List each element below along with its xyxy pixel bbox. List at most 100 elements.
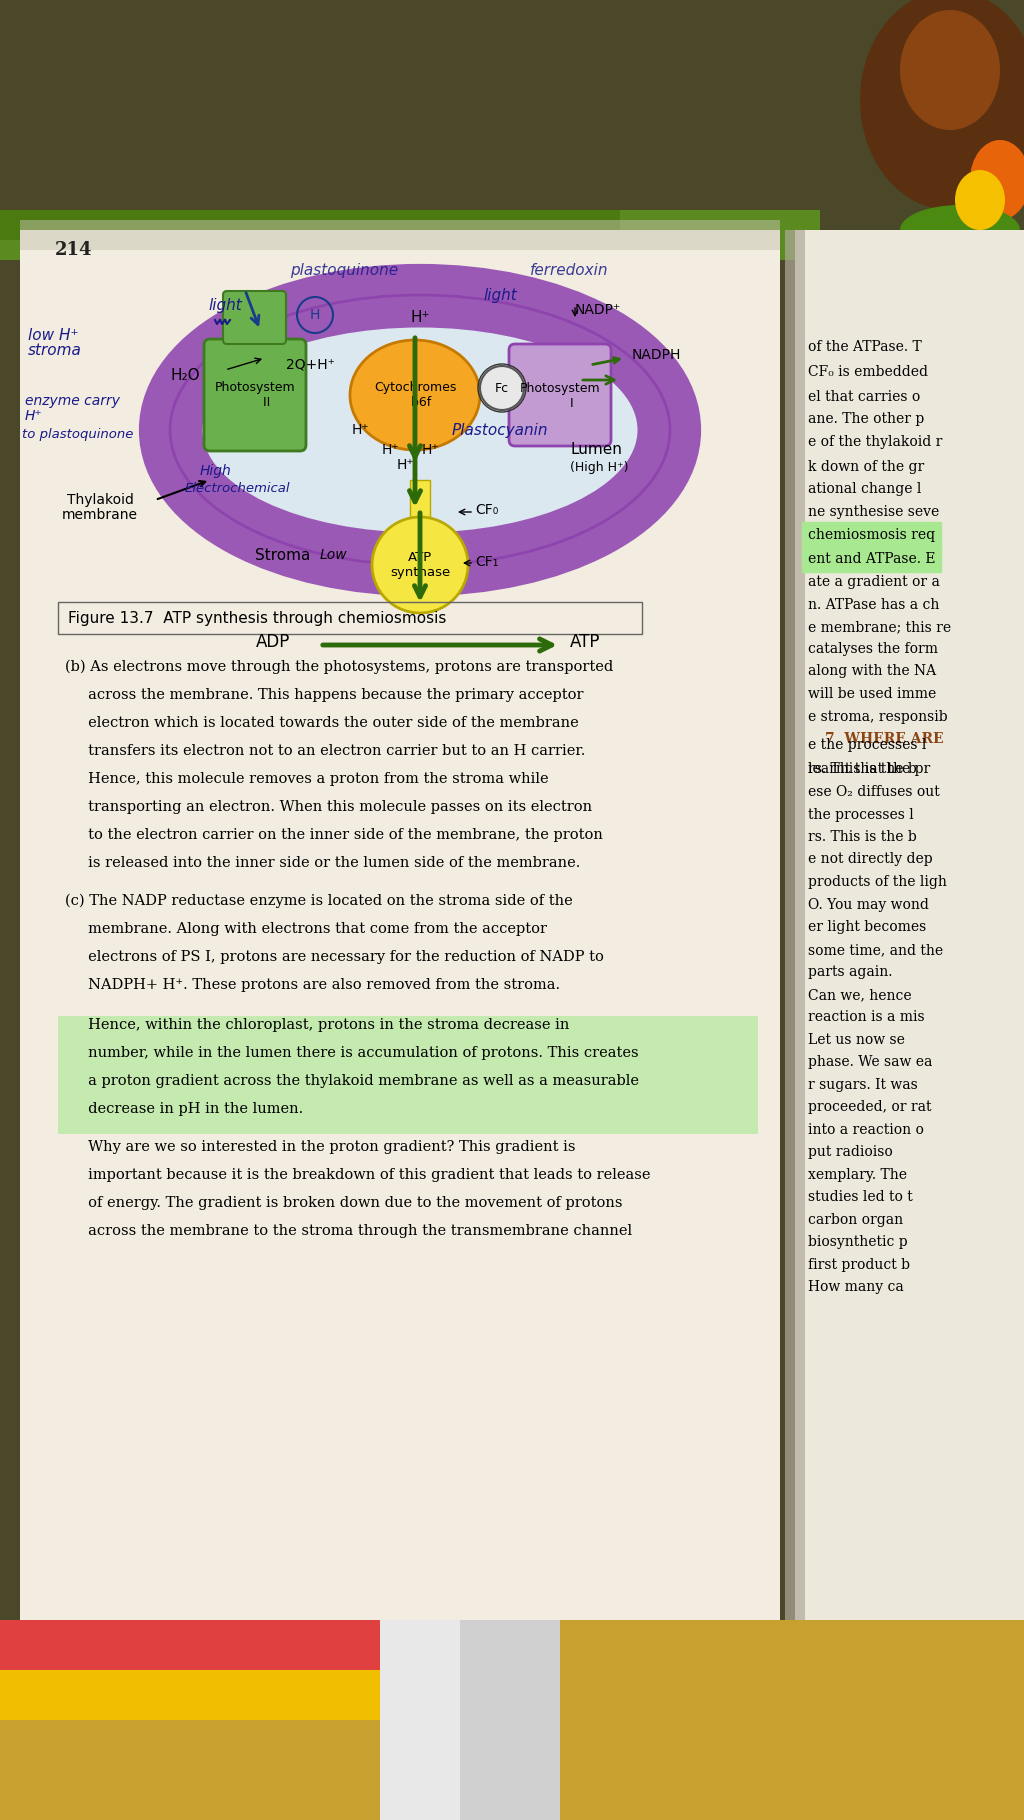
Text: 7  WHERE ARE: 7 WHERE ARE — [825, 732, 944, 746]
Text: chemiosmosis req: chemiosmosis req — [808, 528, 935, 542]
Text: e the processes l: e the processes l — [808, 737, 927, 752]
Bar — [20, 229, 780, 1620]
Text: H₂O: H₂O — [170, 368, 200, 382]
Text: membrane: membrane — [62, 508, 138, 522]
Text: learnt that the pr: learnt that the pr — [808, 763, 930, 775]
Text: will be used imme: will be used imme — [808, 686, 936, 701]
FancyBboxPatch shape — [223, 291, 286, 344]
Bar — [795, 229, 1024, 1620]
Text: put radioiso: put radioiso — [808, 1145, 893, 1159]
Text: proceeded, or rat: proceeded, or rat — [808, 1099, 932, 1114]
Text: electron which is located towards the outer side of the membrane: electron which is located towards the ou… — [65, 715, 579, 730]
Text: NADPH: NADPH — [632, 348, 681, 362]
Text: to the electron carrier on the inner side of the membrane, the proton: to the electron carrier on the inner sid… — [65, 828, 603, 843]
Text: plastoquinone: plastoquinone — [290, 264, 398, 278]
Text: 2Q+H⁺: 2Q+H⁺ — [286, 359, 335, 371]
Text: of energy. The gradient is broken down due to the movement of protons: of energy. The gradient is broken down d… — [65, 1196, 623, 1210]
Text: Figure 13.7  ATP synthesis through chemiosmosis: Figure 13.7 ATP synthesis through chemio… — [68, 610, 446, 626]
Ellipse shape — [900, 206, 1020, 255]
Text: CF₀ is embedded: CF₀ is embedded — [808, 366, 928, 379]
Text: el that carries o: el that carries o — [808, 389, 921, 404]
Text: ane. The other p: ane. The other p — [808, 411, 925, 426]
Text: Photosystem
      I: Photosystem I — [520, 382, 600, 410]
Ellipse shape — [205, 329, 635, 530]
Text: ational change l: ational change l — [808, 482, 922, 497]
Text: H⁺: H⁺ — [411, 309, 430, 326]
Text: H⁺: H⁺ — [421, 442, 439, 457]
Text: High: High — [200, 464, 231, 479]
Text: light: light — [483, 288, 517, 302]
Text: Stroma: Stroma — [255, 548, 310, 562]
Bar — [0, 1620, 1024, 1820]
Text: (c) The NADP reductase enzyme is located on the stroma side of the: (c) The NADP reductase enzyme is located… — [65, 894, 572, 908]
Text: products of the ligh: products of the ligh — [808, 875, 947, 888]
Text: low H⁺: low H⁺ — [28, 328, 79, 342]
Text: n. ATPase has a ch: n. ATPase has a ch — [808, 599, 939, 612]
Text: decrease in pH in the lumen.: decrease in pH in the lumen. — [65, 1101, 303, 1116]
Ellipse shape — [350, 340, 480, 450]
Text: carbon organ: carbon organ — [808, 1212, 903, 1227]
Text: ATP
synthase: ATP synthase — [390, 551, 451, 579]
Text: H⁺: H⁺ — [381, 442, 398, 457]
Text: er light becomes: er light becomes — [808, 919, 927, 934]
Text: Electrochemical: Electrochemical — [185, 482, 291, 495]
Text: a proton gradient across the thylakoid membrane as well as a measurable: a proton gradient across the thylakoid m… — [65, 1074, 639, 1088]
Text: transfers its electron not to an electron carrier but to an H carrier.: transfers its electron not to an electro… — [65, 744, 586, 757]
Bar — [0, 209, 820, 260]
Bar — [0, 1671, 400, 1720]
Text: CF₁: CF₁ — [475, 555, 499, 570]
Text: important because it is the breakdown of this gradient that leads to release: important because it is the breakdown of… — [65, 1168, 650, 1181]
Ellipse shape — [955, 169, 1005, 229]
Bar — [460, 1620, 560, 1820]
Text: Cytochromes
   b6f: Cytochromes b6f — [374, 380, 456, 410]
Text: (High H⁺): (High H⁺) — [570, 462, 629, 475]
Text: e of the thylakoid r: e of the thylakoid r — [808, 435, 942, 450]
Ellipse shape — [860, 0, 1024, 209]
Text: ferredoxin: ferredoxin — [530, 264, 608, 278]
Text: Why are we so interested in the proton gradient? This gradient is: Why are we so interested in the proton g… — [65, 1139, 575, 1154]
Ellipse shape — [145, 269, 695, 590]
Text: Hence, this molecule removes a proton from the stroma while: Hence, this molecule removes a proton fr… — [65, 772, 549, 786]
Bar — [0, 209, 620, 240]
Text: rs. This is the b: rs. This is the b — [808, 830, 916, 844]
Text: Can we, hence: Can we, hence — [808, 988, 911, 1003]
Text: e membrane; this re: e membrane; this re — [808, 621, 951, 633]
Text: first product b: first product b — [808, 1258, 910, 1272]
Text: into a reaction o: into a reaction o — [808, 1123, 924, 1138]
Text: ent and ATPase. E: ent and ATPase. E — [808, 551, 936, 566]
Text: H⁺: H⁺ — [25, 410, 43, 422]
Bar — [410, 480, 430, 541]
Text: the processes l: the processes l — [808, 808, 913, 823]
Text: Photosystem
      II: Photosystem II — [215, 380, 295, 410]
Bar — [0, 0, 1024, 220]
Text: NADPH+ H⁺. These protons are also removed from the stroma.: NADPH+ H⁺. These protons are also remove… — [65, 977, 560, 992]
Text: e stroma, responsib: e stroma, responsib — [808, 710, 947, 724]
Text: catalyses the form: catalyses the form — [808, 642, 938, 655]
Text: across the membrane. This happens because the primary acceptor: across the membrane. This happens becaus… — [65, 688, 584, 703]
Text: Low: Low — [319, 548, 347, 562]
Text: O. You may wond: O. You may wond — [808, 897, 929, 912]
Bar — [58, 1016, 758, 1134]
Text: e not directly dep: e not directly dep — [808, 852, 933, 866]
Text: CF₀: CF₀ — [475, 502, 499, 517]
Text: ADP: ADP — [256, 633, 290, 652]
Text: H⁺: H⁺ — [351, 422, 369, 437]
Text: Plastocyanin: Plastocyanin — [452, 422, 548, 437]
Bar — [380, 1620, 460, 1820]
Text: xemplary. The: xemplary. The — [808, 1168, 907, 1181]
FancyBboxPatch shape — [509, 344, 611, 446]
Bar — [20, 220, 780, 249]
Text: stroma: stroma — [28, 342, 82, 359]
Text: across the membrane to the stroma through the transmembrane channel: across the membrane to the stroma throug… — [65, 1225, 632, 1238]
Text: enzyme carry: enzyme carry — [25, 393, 120, 408]
Text: k down of the gr: k down of the gr — [808, 460, 925, 473]
Text: H: H — [310, 308, 321, 322]
Text: Let us now se: Let us now se — [808, 1034, 905, 1046]
Text: ate a gradient or a: ate a gradient or a — [808, 575, 940, 590]
Text: phase. We saw ea: phase. We saw ea — [808, 1056, 933, 1068]
Text: Fc: Fc — [495, 382, 509, 395]
Text: Lumen: Lumen — [570, 442, 622, 457]
Text: electrons of PS I, protons are necessary for the reduction of NADP to: electrons of PS I, protons are necessary… — [65, 950, 604, 965]
Text: light: light — [208, 298, 242, 313]
Text: parts again.: parts again. — [808, 965, 893, 979]
